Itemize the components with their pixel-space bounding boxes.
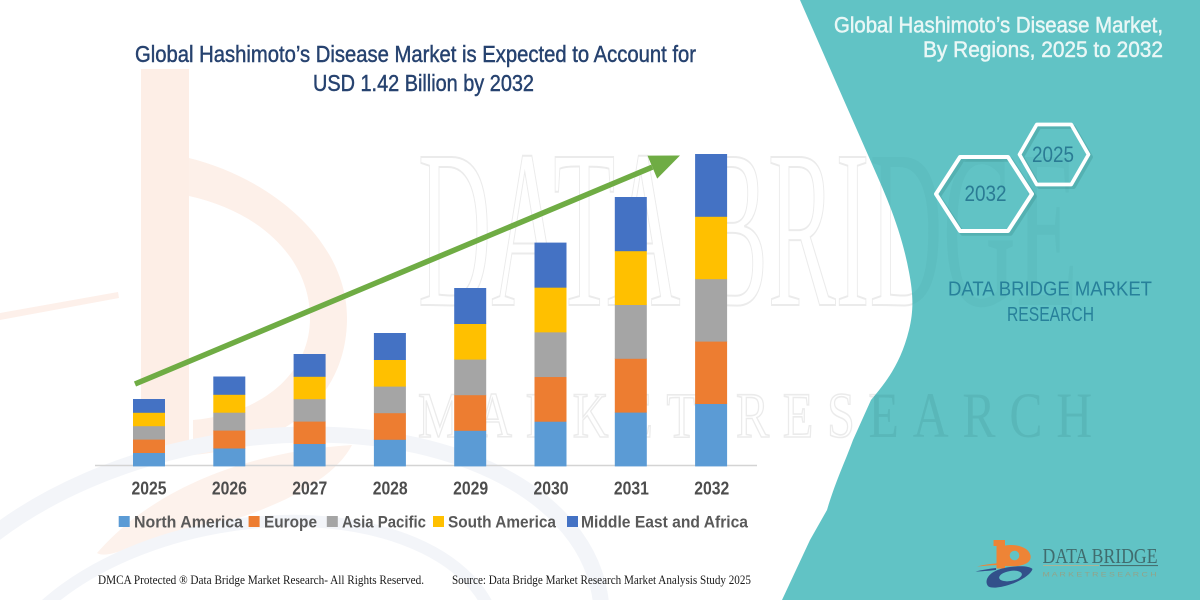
svg-text:2029: 2029 — [453, 479, 488, 499]
svg-text:2027: 2027 — [292, 479, 327, 499]
svg-text:DATA BRIDGE MARKET: DATA BRIDGE MARKET — [948, 279, 1152, 301]
svg-text:Source: Data Bridge Market Res: Source: Data Bridge Market Research Mark… — [452, 572, 751, 587]
svg-text:Middle East and Africa: Middle East and Africa — [581, 514, 749, 532]
svg-text:DATA BRIDGE: DATA BRIDGE — [1043, 544, 1158, 568]
svg-text:Global Hashimoto’s Disease Mar: Global Hashimoto’s Disease Market, — [834, 13, 1163, 38]
svg-text:DMCA Protected ® Data Bridge M: DMCA Protected ® Data Bridge Market Rese… — [98, 572, 424, 587]
svg-text:2026: 2026 — [212, 479, 247, 499]
svg-text:M A R K E T R E S E A R C H: M A R K E T R E S E A R C H — [1043, 572, 1157, 579]
svg-text:2030: 2030 — [534, 479, 569, 499]
svg-text:2028: 2028 — [373, 479, 408, 499]
svg-text:2025: 2025 — [1032, 142, 1074, 167]
svg-text:2032: 2032 — [965, 181, 1007, 206]
svg-text:RESEARCH: RESEARCH — [1007, 304, 1094, 326]
svg-text:Global Hashimoto’s Disease Mar: Global Hashimoto’s Disease Market is Exp… — [135, 41, 696, 67]
svg-text:USD 1.42 Billion by 2032: USD 1.42 Billion by 2032 — [313, 70, 534, 96]
svg-text:By Regions, 2025 to 2032: By Regions, 2025 to 2032 — [923, 37, 1163, 62]
svg-text:Asia Pacific: Asia Pacific — [342, 514, 426, 532]
svg-text:North America: North America — [134, 514, 244, 532]
svg-text:South America: South America — [448, 514, 557, 532]
svg-text:2032: 2032 — [694, 479, 729, 499]
svg-text:2031: 2031 — [614, 479, 649, 499]
svg-text:2025: 2025 — [132, 479, 167, 499]
svg-text:Europe: Europe — [264, 514, 317, 532]
